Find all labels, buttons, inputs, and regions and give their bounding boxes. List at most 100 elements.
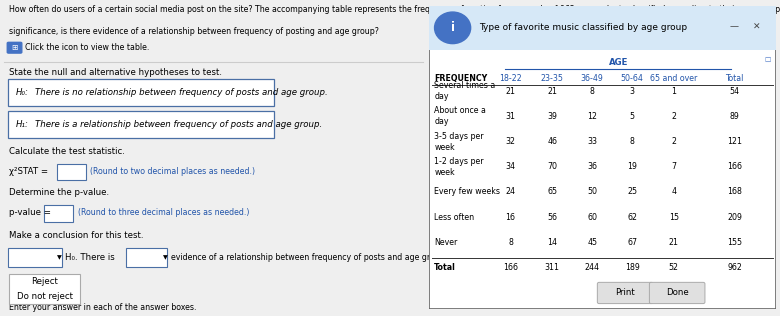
Text: 24: 24 — [505, 187, 516, 197]
Text: evidence of a relationship between frequency of posts and age group.: evidence of a relationship between frequ… — [171, 253, 447, 262]
Text: 189: 189 — [625, 263, 640, 272]
Text: Total: Total — [434, 263, 456, 272]
Text: ⊞: ⊞ — [12, 43, 18, 52]
Text: 2: 2 — [672, 137, 676, 146]
Text: 54: 54 — [729, 87, 739, 96]
Text: (Round to three decimal places as needed.): (Round to three decimal places as needed… — [78, 208, 249, 217]
Text: ▼: ▼ — [162, 255, 168, 260]
Text: 962: 962 — [727, 263, 742, 272]
Text: 1: 1 — [672, 87, 676, 96]
Text: 155: 155 — [727, 238, 742, 247]
Text: 21: 21 — [668, 238, 679, 247]
Text: Do not reject: Do not reject — [17, 292, 73, 301]
Text: day: day — [434, 92, 448, 101]
Text: 19: 19 — [627, 162, 637, 171]
Text: 4: 4 — [672, 187, 676, 197]
Text: About once a: About once a — [434, 106, 486, 115]
Text: 56: 56 — [548, 213, 557, 222]
Text: 121: 121 — [727, 137, 742, 146]
Text: Reject: Reject — [31, 277, 58, 286]
Text: 89: 89 — [729, 112, 739, 121]
FancyBboxPatch shape — [8, 248, 62, 267]
Text: H₁:: H₁: — [16, 120, 29, 129]
Text: 5: 5 — [629, 112, 635, 121]
Text: 3-5 days per: 3-5 days per — [434, 132, 484, 141]
Text: 12: 12 — [587, 112, 597, 121]
FancyBboxPatch shape — [7, 42, 22, 53]
Text: 16: 16 — [505, 213, 516, 222]
Text: 23-35: 23-35 — [541, 74, 564, 83]
Text: 8: 8 — [508, 238, 513, 247]
Text: 31: 31 — [505, 112, 516, 121]
Text: FREQUENCY: FREQUENCY — [434, 74, 488, 83]
Text: 32: 32 — [505, 137, 516, 146]
FancyBboxPatch shape — [9, 274, 80, 304]
Text: 70: 70 — [548, 162, 557, 171]
Text: Click the icon to view the table.: Click the icon to view the table. — [25, 43, 149, 52]
Text: Print: Print — [615, 288, 635, 297]
Text: 168: 168 — [727, 187, 742, 197]
Text: How often do users of a certain social media post on the site? The accompanying : How often do users of a certain social m… — [9, 5, 780, 14]
Text: Several times a: Several times a — [434, 81, 495, 90]
Text: H₀. There is: H₀. There is — [65, 253, 115, 262]
Text: 62: 62 — [627, 213, 637, 222]
Text: Type of favorite music classified by age group: Type of favorite music classified by age… — [480, 23, 687, 32]
Text: Less often: Less often — [434, 213, 474, 222]
Text: 46: 46 — [548, 137, 557, 146]
Text: week: week — [434, 168, 455, 177]
Text: 8: 8 — [629, 137, 634, 146]
FancyBboxPatch shape — [57, 164, 86, 180]
Circle shape — [434, 12, 470, 44]
FancyBboxPatch shape — [126, 248, 167, 267]
Text: There is no relationship between frequency of posts and age group.: There is no relationship between frequen… — [35, 88, 328, 97]
Text: Never: Never — [434, 238, 457, 247]
Text: 65 and over: 65 and over — [650, 74, 697, 83]
Text: 209: 209 — [727, 213, 742, 222]
Text: 14: 14 — [548, 238, 557, 247]
Text: 60: 60 — [587, 213, 597, 222]
Text: 36: 36 — [587, 162, 597, 171]
Text: 244: 244 — [585, 263, 600, 272]
FancyBboxPatch shape — [650, 283, 705, 304]
Text: 18-22: 18-22 — [499, 74, 522, 83]
Text: 21: 21 — [505, 87, 516, 96]
Text: Make a conclusion for this test.: Make a conclusion for this test. — [9, 231, 143, 240]
Text: H₀:: H₀: — [16, 88, 29, 97]
Text: 36-49: 36-49 — [581, 74, 604, 83]
Text: ▼: ▼ — [58, 255, 62, 260]
Text: There is a relationship between frequency of posts and age group.: There is a relationship between frequenc… — [35, 120, 322, 129]
Text: —: — — [730, 22, 739, 31]
Text: 7: 7 — [672, 162, 676, 171]
Text: i: i — [451, 21, 455, 34]
Text: Determine the p-value.: Determine the p-value. — [9, 188, 108, 197]
Text: 50: 50 — [587, 187, 597, 197]
Text: 311: 311 — [544, 263, 560, 272]
Text: (Round to two decimal places as needed.): (Round to two decimal places as needed.) — [90, 167, 255, 176]
Text: significance, is there evidence of a relationship between frequency of posting a: significance, is there evidence of a rel… — [9, 27, 378, 36]
Text: ☐: ☐ — [764, 57, 771, 63]
Text: Every few weeks: Every few weeks — [434, 187, 500, 197]
Text: 25: 25 — [627, 187, 637, 197]
Text: 33: 33 — [587, 137, 597, 146]
Text: Calculate the test statistic.: Calculate the test statistic. — [9, 147, 125, 156]
Text: 8: 8 — [590, 87, 594, 96]
FancyBboxPatch shape — [429, 6, 776, 309]
Text: 1-2 days per: 1-2 days per — [434, 157, 484, 166]
FancyBboxPatch shape — [429, 6, 776, 50]
Text: 166: 166 — [727, 162, 742, 171]
Text: χ²STAT =: χ²STAT = — [9, 167, 48, 176]
Text: 50-64: 50-64 — [621, 74, 643, 83]
FancyBboxPatch shape — [44, 205, 73, 222]
FancyBboxPatch shape — [8, 79, 275, 106]
Text: 15: 15 — [668, 213, 679, 222]
Text: 39: 39 — [548, 112, 557, 121]
Text: Total: Total — [725, 74, 743, 83]
Text: 34: 34 — [505, 162, 516, 171]
FancyBboxPatch shape — [597, 283, 653, 304]
Text: 67: 67 — [627, 238, 637, 247]
Text: State the null and alternative hypotheses to test.: State the null and alternative hypothese… — [9, 68, 222, 77]
Text: 45: 45 — [587, 238, 597, 247]
Text: 3: 3 — [629, 87, 635, 96]
Text: day: day — [434, 117, 448, 126]
FancyBboxPatch shape — [8, 111, 275, 138]
